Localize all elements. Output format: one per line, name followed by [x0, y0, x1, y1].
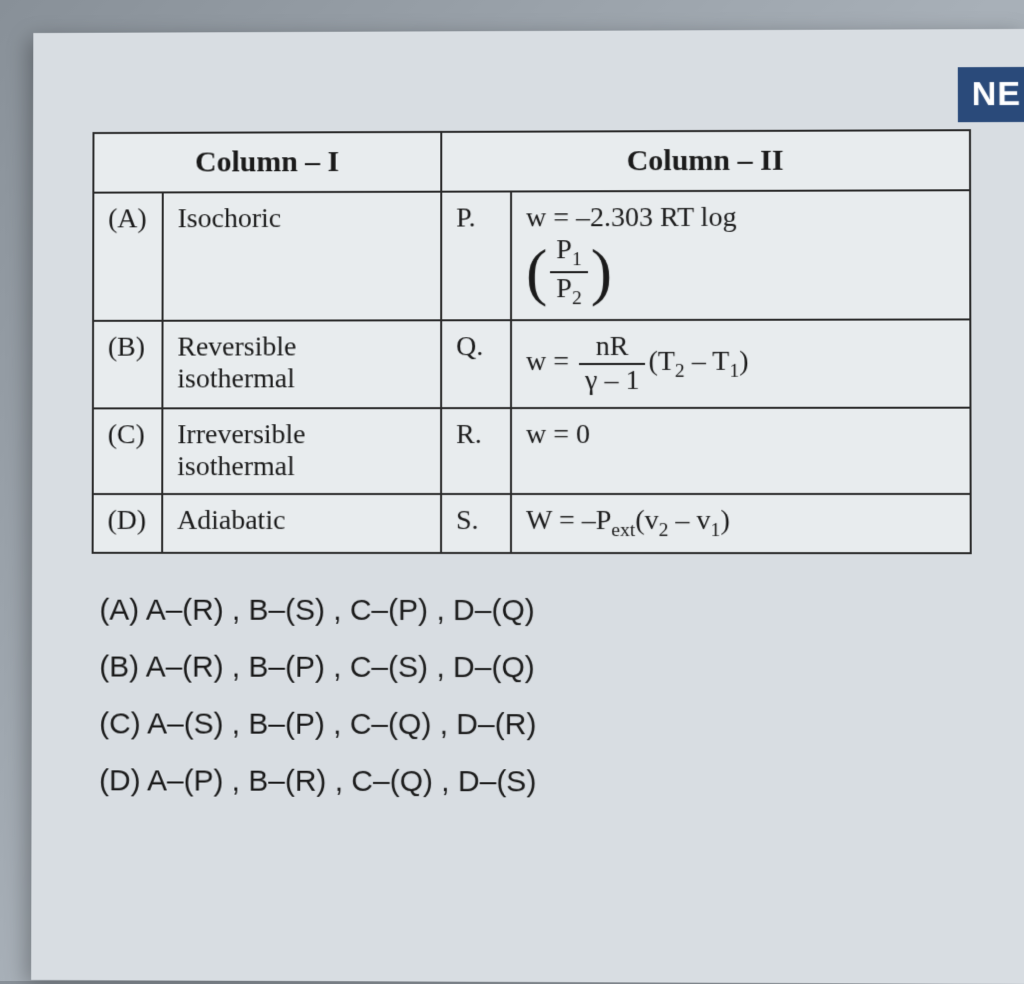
question-page: NE Column – I Column – II (A) Isochoric …	[31, 29, 1024, 984]
num-base: P	[556, 234, 572, 265]
row-name: Irreversible isothermal	[162, 408, 441, 494]
fraction: P1 P2	[550, 234, 587, 309]
row-formula: W = –Pext(v2 – v1)	[511, 494, 971, 553]
left-paren: (	[526, 246, 547, 297]
p-sub: ext	[611, 520, 635, 541]
ne-badge: NE	[958, 67, 1024, 122]
num-sub: 1	[572, 249, 582, 270]
rhs-sub2: 1	[729, 361, 739, 382]
table-header-row: Column – I Column – II	[93, 130, 970, 192]
option-b[interactable]: (B) A–(R) , B–(P) , C–(S) , D–(Q)	[99, 638, 996, 696]
row-code: P.	[441, 191, 511, 320]
answer-options: (A) A–(R) , B–(S) , C–(P) , D–(Q) (B) A–…	[91, 582, 996, 812]
name-line1: Irreversible	[177, 419, 426, 451]
table-row: (B) Reversible isothermal Q. w = nR γ – …	[93, 320, 971, 409]
sub2: 1	[711, 520, 721, 541]
name-line1: Reversible	[177, 331, 426, 363]
table-row: (A) Isochoric P. w = –2.303 RT log ( P1 …	[93, 190, 970, 321]
table-row: (D) Adiabatic S. W = –Pext(v2 – v1)	[93, 494, 971, 553]
fraction-den: γ – 1	[579, 365, 645, 397]
open: (v	[635, 505, 658, 536]
den-base: P	[556, 273, 572, 304]
row-code: S.	[441, 494, 511, 553]
row-formula: w = –2.303 RT log ( P1 P2 )	[511, 190, 970, 320]
rhs-open: (T	[648, 347, 674, 378]
table-row: (C) Irreversible isothermal R. w = 0	[93, 408, 971, 494]
name-line2: isothermal	[177, 451, 426, 483]
right-paren: )	[591, 246, 612, 297]
option-a[interactable]: (A) A–(R) , B–(S) , C–(P) , D–(Q)	[99, 582, 996, 640]
formula-prefix: w = –2.303 RT log	[526, 201, 955, 234]
fraction-num: P1	[550, 234, 587, 273]
header-col1: Column – I	[93, 132, 441, 193]
row-name: Reversible isothermal	[162, 320, 441, 408]
row-code: Q.	[441, 320, 511, 408]
mid: – v	[669, 505, 711, 536]
row-letter: (C)	[93, 409, 163, 495]
option-c[interactable]: (C) A–(S) , B–(P) , C–(Q) , D–(R)	[99, 695, 996, 754]
den-sub: 2	[572, 287, 582, 308]
header-col2: Column – II	[441, 130, 970, 191]
fraction-den: P2	[550, 273, 587, 310]
row-formula: w = 0	[511, 408, 971, 494]
rhs-close: )	[739, 346, 748, 377]
row-code: R.	[441, 408, 511, 494]
close: )	[720, 505, 729, 536]
name-line2: isothermal	[177, 363, 426, 395]
formula-lhs: w =	[526, 347, 576, 378]
row-letter: (D)	[93, 494, 163, 552]
row-letter: (A)	[93, 192, 163, 321]
row-formula: w = nR γ – 1 (T2 – T1)	[511, 320, 970, 409]
rhs-sub1: 2	[675, 361, 685, 382]
row-name: Isochoric	[163, 192, 442, 321]
option-d[interactable]: (D) A–(P) , B–(R) , C–(Q) , D–(S)	[99, 752, 996, 811]
rhs-mid: – T	[685, 346, 730, 377]
match-table: Column – I Column – II (A) Isochoric P. …	[92, 129, 972, 554]
sub1: 2	[659, 520, 669, 541]
fraction-num: nR	[579, 331, 645, 365]
formula-lhs: W = –P	[526, 505, 611, 536]
row-letter: (B)	[93, 321, 163, 409]
row-name: Adiabatic	[162, 494, 441, 553]
formula-fraction-paren: ( P1 P2 )	[526, 234, 612, 309]
fraction: nR γ – 1	[579, 331, 645, 397]
